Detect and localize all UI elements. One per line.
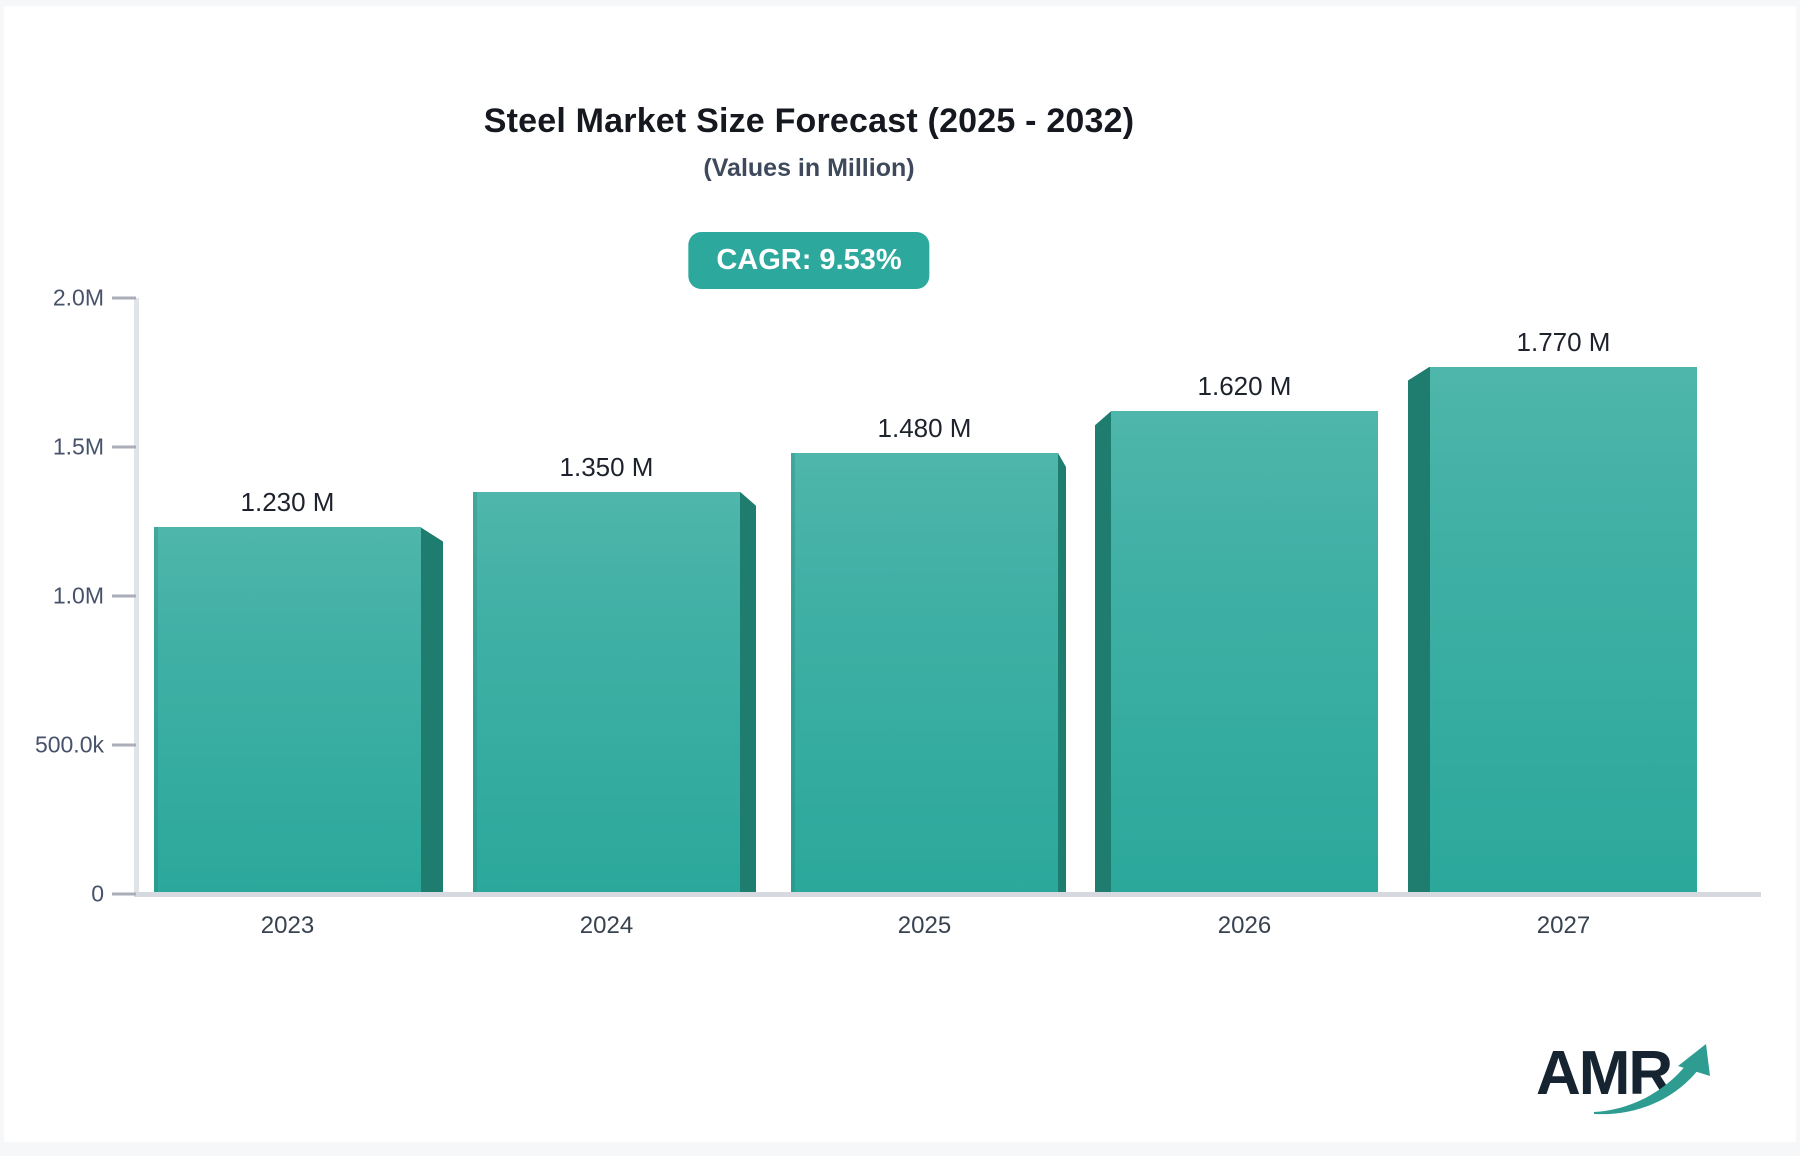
bar-value-label: 1.350 M	[559, 451, 654, 482]
cagr-badge: CAGR: 9.53%	[688, 232, 930, 289]
x-axis-line	[134, 892, 1761, 897]
bar-3d-side-2027	[1408, 366, 1430, 894]
bar-3d-side-2024	[740, 491, 756, 894]
x-axis-tick-label: 2023	[260, 912, 315, 939]
chart-card: Steel Market Size Forecast (2025 - 2032)…	[4, 6, 1796, 1142]
bar-2023	[154, 527, 421, 894]
bar-2027	[1430, 366, 1697, 894]
bar-2025	[791, 452, 1058, 894]
y-axis-tick-label: 1.0M	[52, 582, 104, 609]
x-axis-tick-label: 2024	[579, 912, 634, 939]
bar-2024	[473, 491, 740, 894]
y-axis-tick-mark	[112, 743, 136, 747]
amr-logo-graphic: AMR	[1536, 1039, 1710, 1115]
bar-value-label: 1.770 M	[1516, 326, 1611, 357]
amr-logo-arrow-head	[1678, 1044, 1710, 1076]
y-axis-tick-mark	[112, 296, 136, 300]
y-axis-tick-label: 2.0M	[52, 284, 104, 311]
y-axis-tick-label: 0	[91, 880, 104, 907]
y-axis-tick-mark	[112, 594, 136, 598]
y-axis-line	[134, 298, 139, 897]
x-axis-tick-label: 2027	[1536, 912, 1591, 939]
bar-2026	[1111, 411, 1378, 894]
bar-3d-side-2025	[1058, 452, 1066, 894]
y-axis-tick-label: 500.0k	[34, 731, 104, 758]
amr-logo: AMR	[1532, 1026, 1732, 1126]
bar-3d-side-2023	[421, 527, 443, 894]
x-axis-tick-label: 2025	[897, 912, 952, 939]
y-axis-tick-mark	[112, 892, 136, 896]
bar-value-label: 1.620 M	[1197, 371, 1292, 402]
chart-subtitle: (Values in Million)	[703, 154, 915, 182]
bar-3d-side-2026	[1095, 411, 1111, 894]
bar-value-label: 1.480 M	[877, 412, 972, 443]
chart-title: Steel Market Size Forecast (2025 - 2032)	[483, 102, 1135, 140]
y-axis-tick-label: 1.5M	[52, 433, 104, 460]
y-axis-tick-mark	[112, 445, 136, 449]
x-axis-tick-label: 2026	[1217, 912, 1272, 939]
bar-value-label: 1.230 M	[240, 487, 335, 518]
